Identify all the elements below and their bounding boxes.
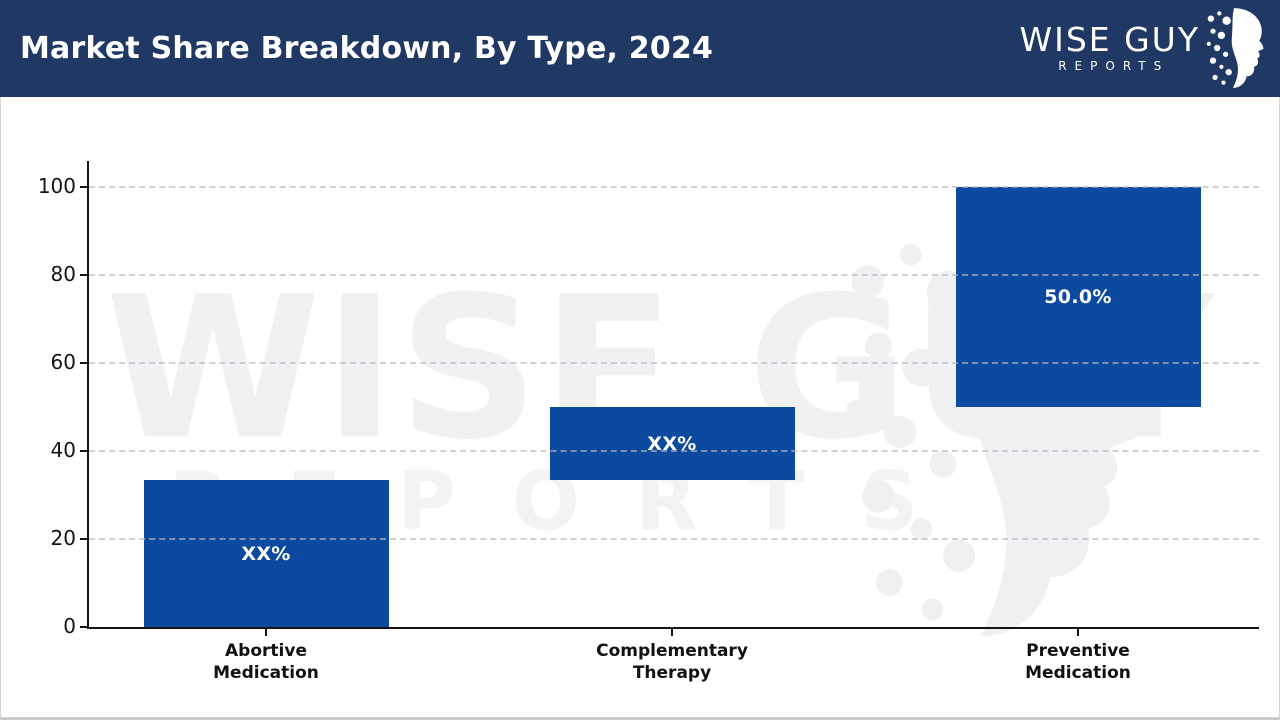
bar-value-label: 50.0% <box>1044 286 1112 308</box>
y-tick-mark <box>80 362 89 364</box>
y-tick-label: 100 <box>37 174 76 198</box>
x-category-label: Preventive Medication <box>1025 641 1131 684</box>
y-tick-mark <box>80 450 89 452</box>
y-tick-label: 0 <box>63 614 76 638</box>
y-tick-label: 40 <box>50 438 76 462</box>
y-tick-mark <box>80 626 89 628</box>
y-tick-label: 20 <box>50 526 76 550</box>
y-tick-label: 80 <box>50 262 76 286</box>
x-tick-mark <box>671 627 673 636</box>
gridline <box>89 362 1259 364</box>
bar-value-label: XX% <box>241 542 291 565</box>
logo-wordmark: WISE GUY <box>1019 19 1200 59</box>
y-tick-mark <box>80 274 89 276</box>
y-tick-mark <box>80 186 89 188</box>
logo-text: WISE GUY REPORTS <box>1019 19 1200 74</box>
gridline <box>89 274 1259 276</box>
y-axis-line <box>87 161 89 629</box>
x-category-label: Complementary Therapy <box>596 641 748 684</box>
x-tick-mark <box>1077 627 1079 636</box>
wiseguy-logo: WISE GUY REPORTS <box>1019 6 1266 90</box>
x-category-label: Abortive Medication <box>213 641 319 684</box>
header: Market Share Breakdown, By Type, 2024 WI… <box>0 0 1280 97</box>
bar-segment: 50.0% <box>955 187 1201 407</box>
x-axis-line <box>87 627 1259 629</box>
chart-canvas: WISE GUY REPORTS 0 20 40 60 80 100 XX% XX% 50.0%… <box>0 97 1280 720</box>
gridline <box>89 538 1259 540</box>
gridline <box>89 186 1259 188</box>
bar-value-label: XX% <box>647 432 697 455</box>
gridline <box>89 450 1259 452</box>
page-title: Market Share Breakdown, By Type, 2024 <box>20 31 714 66</box>
logo-subtitle: REPORTS <box>1058 59 1170 74</box>
y-tick-mark <box>80 538 89 540</box>
bar-segment: XX% <box>549 407 795 481</box>
bar-segment: XX% <box>143 480 389 627</box>
face-profile-dots-icon <box>1206 8 1264 88</box>
plot-area: 0 20 40 60 80 100 XX% XX% 50.0% Abortive Medicati… <box>1 97 1279 717</box>
x-tick-mark <box>265 627 267 636</box>
y-tick-label: 60 <box>50 350 76 374</box>
